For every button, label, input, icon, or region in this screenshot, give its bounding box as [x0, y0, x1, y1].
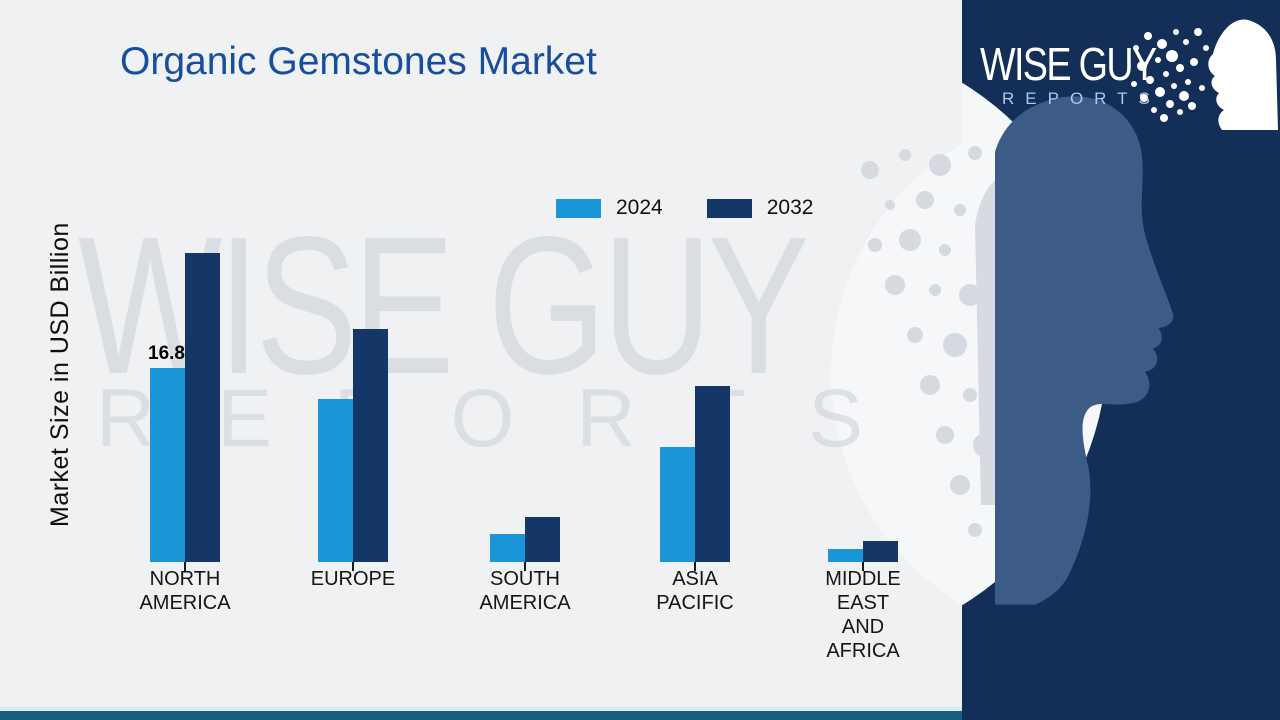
bar-2032-south-america	[525, 517, 560, 562]
x-axis-tick	[184, 562, 186, 571]
bar-2032-asia-pacific	[695, 386, 730, 562]
watermark-reports: REPORTS	[96, 373, 925, 464]
wise-guy-logo: WISE GUY REPORTS	[980, 40, 1194, 108]
bar-2024-middle-east-and-africa	[828, 549, 863, 562]
bar-2032-middle-east-and-africa	[863, 541, 898, 562]
logo-face-icon	[1131, 19, 1278, 130]
x-axis-tick	[694, 562, 696, 571]
logo-wordmark: WISE GUY	[980, 38, 1157, 90]
bar-2024-asia-pacific	[660, 447, 695, 562]
category-label-europe: EUROPE	[310, 568, 396, 590]
x-axis-tick	[524, 562, 526, 571]
chart-title: Organic Gemstones Market	[120, 40, 597, 83]
logo-subtitle: REPORTS	[1002, 89, 1161, 108]
bar-value-label: 16.8	[148, 343, 185, 364]
legend-label: 2024	[616, 196, 663, 219]
category-label-asia-pacific: ASIA PACIFIC	[656, 568, 734, 614]
category-label-middle-east-and-africa: MIDDLE EAST AND AFRICA	[825, 568, 901, 662]
category-label-south-america: SOUTH AMERICA	[479, 568, 571, 614]
legend-item-2024: 2024	[556, 196, 663, 220]
bar-2032-europe	[353, 329, 388, 562]
x-axis-tick	[862, 562, 864, 571]
footer-accent-line	[0, 707, 962, 711]
chart-legend: 2024 2032	[556, 196, 813, 220]
legend-item-2032: 2032	[706, 196, 814, 220]
bar-2024-north-america	[150, 368, 185, 562]
x-axis-tick	[352, 562, 354, 571]
legend-swatch-2032	[706, 198, 752, 218]
legend-label: 2032	[766, 196, 814, 219]
face-profile-silhouette	[995, 96, 1174, 605]
footer-bar	[0, 711, 962, 720]
bar-2032-north-america	[185, 253, 220, 562]
bar-2024-south-america	[490, 534, 525, 562]
category-label-north-america: NORTH AMERICA	[139, 568, 231, 614]
legend-swatch-2024	[556, 198, 601, 218]
bar-2024-europe	[318, 399, 353, 562]
